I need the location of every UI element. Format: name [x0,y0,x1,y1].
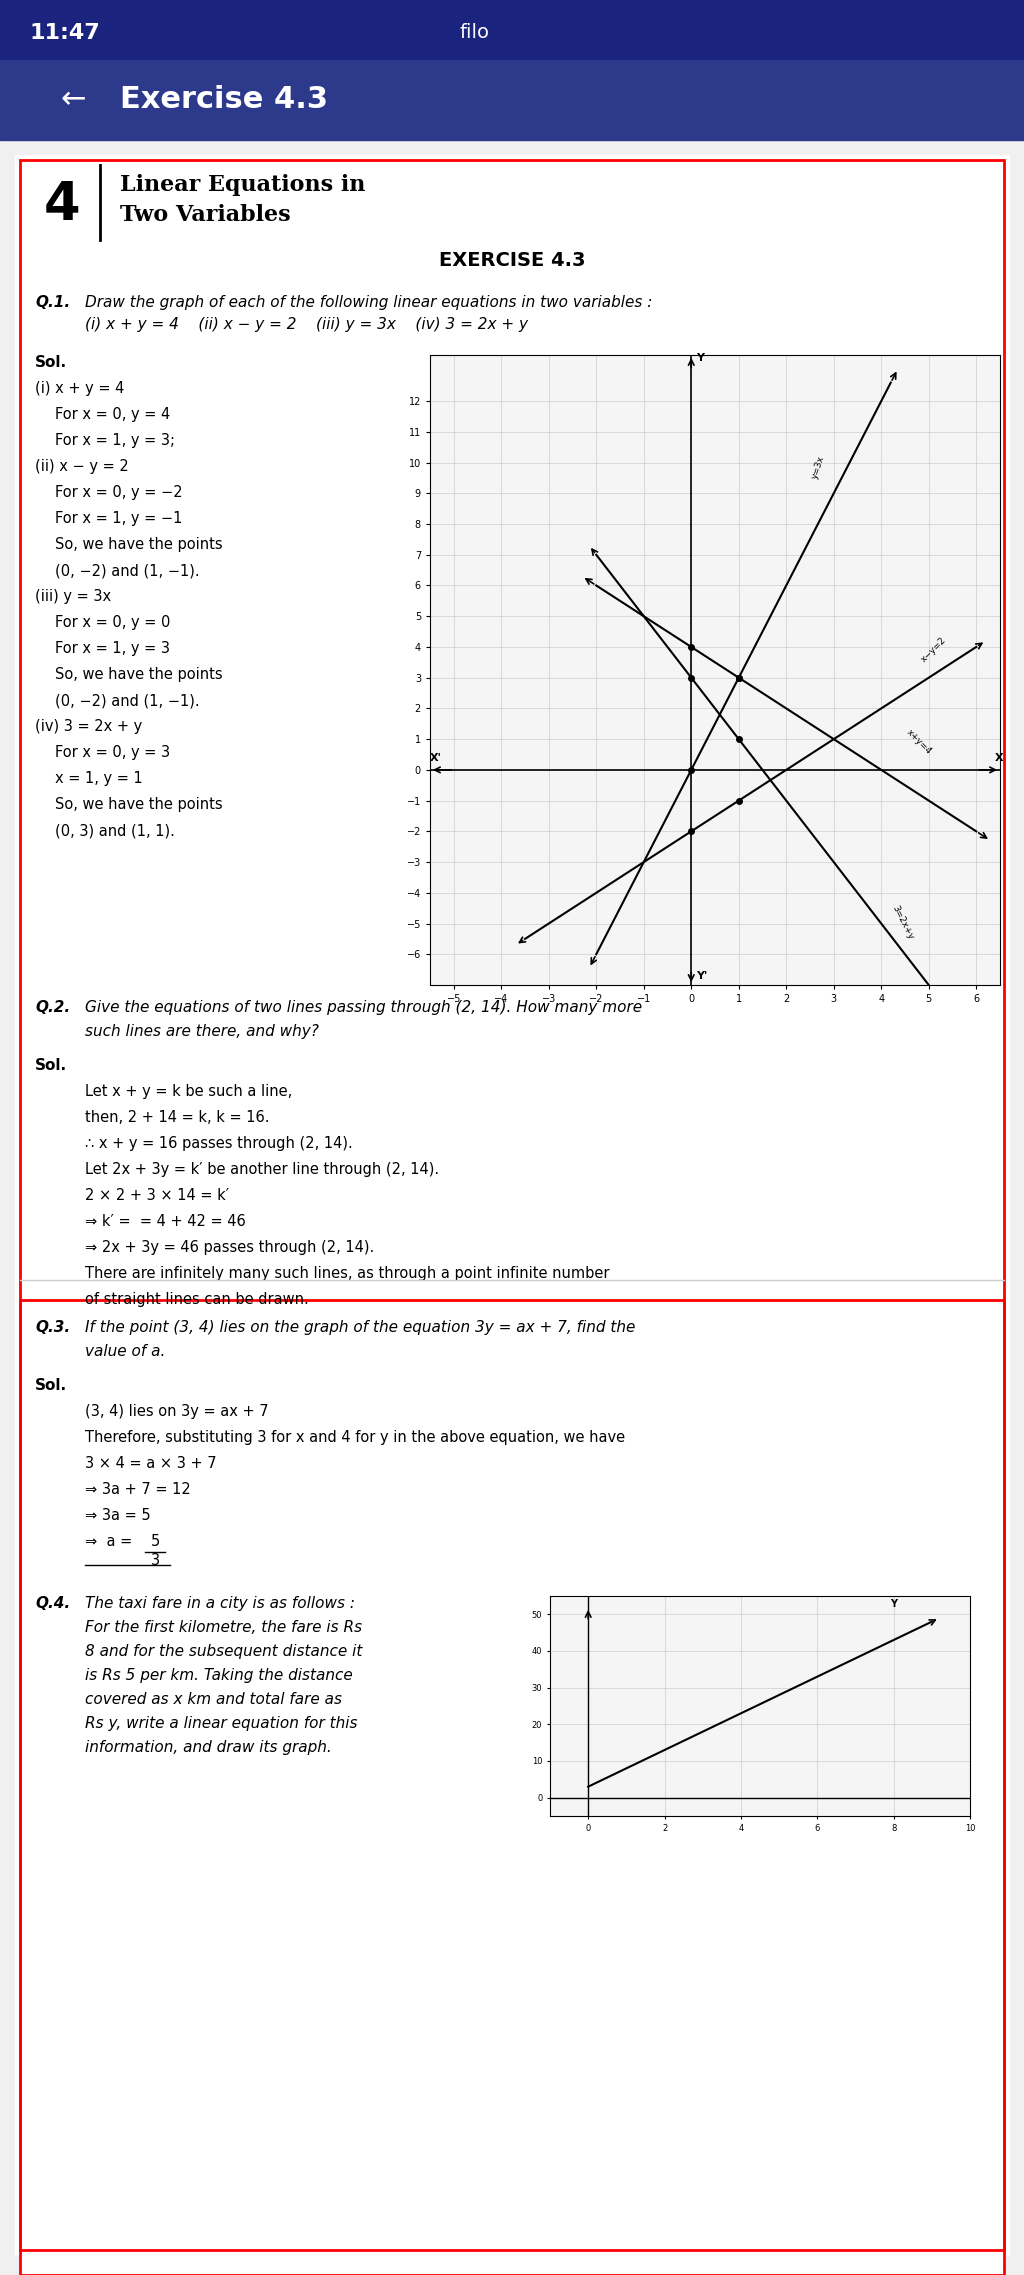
Text: So, we have the points: So, we have the points [55,667,222,682]
Text: Sol.: Sol. [35,1379,68,1392]
Text: (3, 4) lies on 3y = ax + 7: (3, 4) lies on 3y = ax + 7 [85,1404,268,1420]
Text: such lines are there, and why?: such lines are there, and why? [85,1024,318,1040]
Text: 11:47: 11:47 [30,23,100,43]
Text: So, we have the points: So, we have the points [55,537,222,553]
Text: For x = 0, y = 3: For x = 0, y = 3 [55,744,170,760]
Text: 3 × 4 = a × 3 + 7: 3 × 4 = a × 3 + 7 [85,1456,217,1472]
Text: So, we have the points: So, we have the points [55,796,222,812]
Text: Let x + y = k be such a line,: Let x + y = k be such a line, [85,1083,292,1099]
Text: Therefore, substituting 3 for x and 4 for y in the above equation, we have: Therefore, substituting 3 for x and 4 fo… [85,1431,625,1445]
Text: Two Variables: Two Variables [120,205,291,225]
Text: Y': Y' [696,971,708,981]
Text: (iv) 3 = 2x + y: (iv) 3 = 2x + y [35,719,142,735]
Text: Let 2x + 3y = k′ be another line through (2, 14).: Let 2x + 3y = k′ be another line through… [85,1163,439,1176]
Text: 3=2x+y: 3=2x+y [891,903,915,942]
Text: 8 and for the subsequent distance it: 8 and for the subsequent distance it [85,1645,362,1658]
Bar [20,1299,1004,2275]
Text: ⇒  a =: ⇒ a = [85,1533,137,1549]
Text: Draw the graph of each of the following linear equations in two variables :: Draw the graph of each of the following … [85,296,652,309]
Text: ⇒ 3a = 5: ⇒ 3a = 5 [85,1508,151,1522]
Text: For x = 1, y = 3;: For x = 1, y = 3; [55,432,175,448]
Text: y=3x: y=3x [810,455,826,480]
Text: 4: 4 [44,180,80,232]
Text: For x = 1, y = 3: For x = 1, y = 3 [55,642,170,655]
Text: Q.3.: Q.3. [35,1320,70,1335]
Text: (0, −2) and (1, −1).: (0, −2) and (1, −1). [55,694,200,708]
Text: X: X [995,753,1004,762]
Text: 5: 5 [151,1533,160,1549]
Text: For x = 1, y = −1: For x = 1, y = −1 [55,512,182,526]
Bar [0,0,1024,59]
Text: EXERCISE 4.3: EXERCISE 4.3 [438,250,586,268]
Text: ∴ x + y = 16 passes through (2, 14).: ∴ x + y = 16 passes through (2, 14). [85,1135,352,1151]
Text: filo: filo [460,23,490,43]
Text: Y: Y [696,353,705,364]
Text: (0, 3) and (1, 1).: (0, 3) and (1, 1). [55,824,175,837]
Text: x = 1, y = 1: x = 1, y = 1 [55,771,142,785]
Text: (i) x + y = 4: (i) x + y = 4 [35,380,124,396]
Text: For the first kilometre, the fare is Rs: For the first kilometre, the fare is Rs [85,1620,362,1636]
Text: value of a.: value of a. [85,1345,165,1358]
Text: of straight lines can be drawn.: of straight lines can be drawn. [85,1292,309,1308]
Text: (ii) x − y = 2: (ii) x − y = 2 [35,460,129,473]
Text: information, and draw its graph.: information, and draw its graph. [85,1740,332,1754]
Text: Q.1.: Q.1. [35,296,70,309]
Text: 3: 3 [151,1554,160,1567]
Text: For x = 0, y = 4: For x = 0, y = 4 [55,407,170,421]
Text: X': X' [430,753,442,762]
Text: x−y=2: x−y=2 [920,635,948,664]
Text: Q.4.: Q.4. [35,1597,70,1611]
Text: Sol.: Sol. [35,355,68,371]
Text: (0, −2) and (1, −1).: (0, −2) and (1, −1). [55,562,200,578]
Text: Give the equations of two lines passing through (2, 14). How many more: Give the equations of two lines passing … [85,1001,642,1015]
Text: Sol.: Sol. [35,1058,68,1074]
Bar [0,59,1024,141]
Text: ⇒ k′ =  = 4 + 42 = 46: ⇒ k′ = = 4 + 42 = 46 [85,1215,246,1229]
Text: For x = 0, y = 0: For x = 0, y = 0 [55,614,170,630]
Text: (iii) y = 3x: (iii) y = 3x [35,589,112,603]
Text: Y: Y [890,1599,897,1608]
Text: Exercise 4.3: Exercise 4.3 [120,86,328,114]
Text: ⇒ 3a + 7 = 12: ⇒ 3a + 7 = 12 [85,1481,190,1497]
Text: Rs y, write a linear equation for this: Rs y, write a linear equation for this [85,1715,357,1731]
Text: then, 2 + 14 = k, k = 16.: then, 2 + 14 = k, k = 16. [85,1110,269,1126]
Text: Q.2.: Q.2. [35,1001,70,1015]
Text: If the point (3, 4) lies on the graph of the equation 3y = ax + 7, find the: If the point (3, 4) lies on the graph of… [85,1320,635,1335]
Text: x+y=4: x+y=4 [905,728,934,758]
Text: ←: ← [60,86,85,114]
Text: (i) x + y = 4    (ii) x − y = 2    (iii) y = 3x    (iv) 3 = 2x + y: (i) x + y = 4 (ii) x − y = 2 (iii) y = 3… [85,316,528,332]
Text: There are infinitely many such lines, as through a point infinite number: There are infinitely many such lines, as… [85,1265,609,1281]
Bar [20,1299,1004,2275]
Text: 2 × 2 + 3 × 14 = k′: 2 × 2 + 3 × 14 = k′ [85,1188,229,1203]
Text: The taxi fare in a city is as follows :: The taxi fare in a city is as follows : [85,1597,355,1611]
Text: For x = 0, y = −2: For x = 0, y = −2 [55,485,182,500]
Text: ⇒ 2x + 3y = 46 passes through (2, 14).: ⇒ 2x + 3y = 46 passes through (2, 14). [85,1240,374,1256]
Text: is Rs 5 per km. Taking the distance: is Rs 5 per km. Taking the distance [85,1668,352,1684]
Text: Linear Equations in: Linear Equations in [120,173,366,196]
Text: covered as x km and total fare as: covered as x km and total fare as [85,1693,342,1706]
